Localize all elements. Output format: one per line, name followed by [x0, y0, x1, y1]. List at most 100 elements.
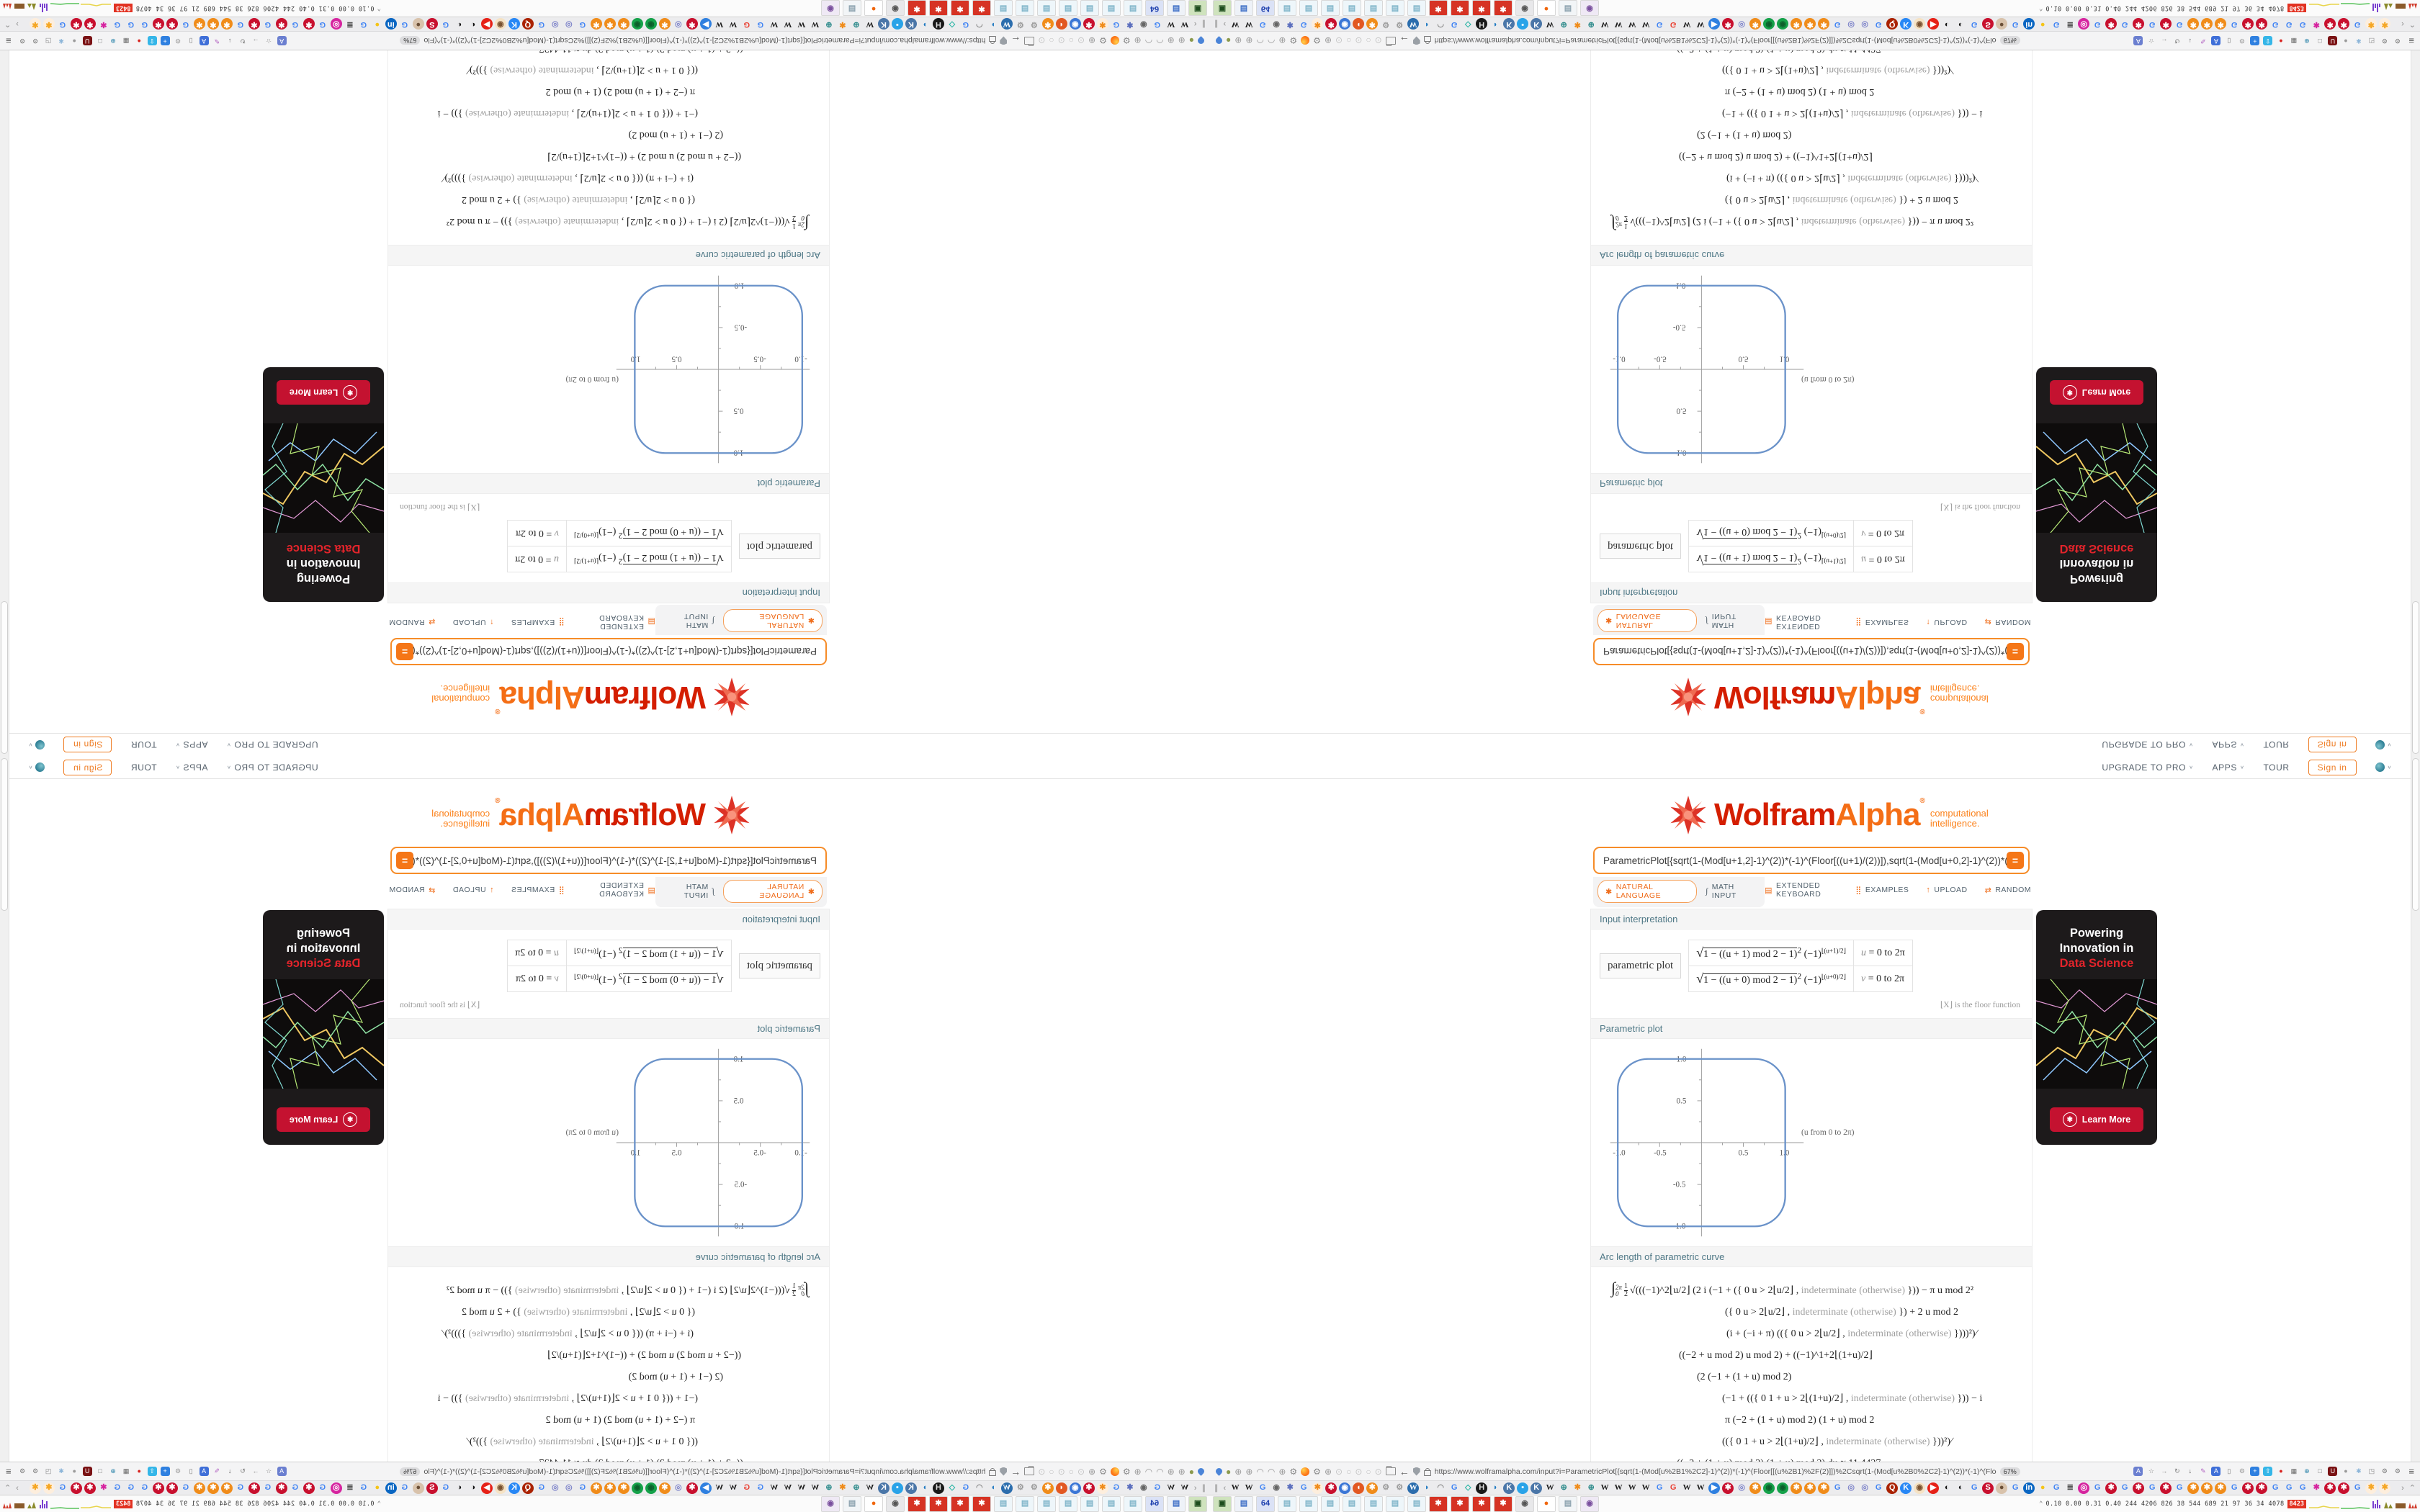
address-bar[interactable]: https://www.wolframalpha.com/input?i=Par… — [1434, 1467, 1996, 1476]
browser-tab[interactable]: G — [579, 1483, 586, 1492]
pod-header-input-interpretation[interactable]: Input interpretation — [388, 909, 829, 930]
browser-tab[interactable]: ✱ — [2187, 18, 2200, 30]
extension-icon[interactable]: ↻ — [2174, 1467, 2180, 1475]
browser-tab[interactable]: G — [1656, 1483, 1663, 1492]
browser-tab[interactable]: W — [811, 1483, 820, 1492]
toolbar-link[interactable]: ⣿ EXAMPLES — [511, 886, 565, 895]
browser-tab[interactable]: G — [757, 20, 764, 29]
navbar-icon[interactable]: ⊙ — [1355, 1466, 1363, 1477]
browser-tab[interactable]: ✱ — [207, 1482, 219, 1494]
folder-icon[interactable] — [1385, 37, 1396, 45]
browser-tab[interactable]: ✱ — [2365, 1482, 2378, 1494]
taskbar-app-button[interactable]: ▤ — [1407, 0, 1426, 17]
extension-icon[interactable]: ⚙ — [175, 37, 182, 45]
browser-tab[interactable]: G — [1670, 20, 1677, 29]
taskbar-app-button[interactable]: ✱ — [908, 0, 926, 17]
browser-tab[interactable]: G — [141, 1483, 148, 1492]
browser-tab[interactable]: ✱ — [220, 18, 233, 30]
navbar-icon[interactable]: ● — [1188, 35, 1194, 46]
taskbar-app-button[interactable]: ◉ — [886, 0, 905, 17]
extension-icon[interactable]: ⚙ — [2238, 1467, 2245, 1475]
browser-tab[interactable]: ◉ — [645, 1482, 657, 1494]
browser-tab[interactable]: ✱ — [248, 18, 260, 30]
browser-tab[interactable]: ✱ — [2160, 18, 2172, 30]
page-scrollbar[interactable] — [0, 756, 9, 1462]
browser-tab[interactable]: ✱ — [2313, 1483, 2320, 1492]
browser-tab[interactable]: ◉ — [1339, 1482, 1351, 1494]
browser-tab[interactable]: ✱ — [193, 1482, 205, 1494]
browser-tab[interactable]: ◎ — [1847, 20, 1855, 29]
taskbar-app-button[interactable]: ◉ — [1580, 1495, 1599, 1512]
browser-tab[interactable]: ✱ — [70, 1482, 82, 1494]
browser-tab[interactable]: ✱ — [1818, 1482, 1830, 1494]
taskbar-app-button[interactable]: ▤ — [1037, 1495, 1056, 1512]
browser-tab[interactable]: ◎ — [1738, 1483, 1745, 1492]
tour-link[interactable]: TOUR — [130, 762, 156, 773]
tour-link[interactable]: TOUR — [2263, 762, 2289, 773]
tray-expand-icon[interactable]: ⌃ — [2039, 4, 2043, 12]
browser-tab[interactable]: ▶ — [480, 1482, 493, 1494]
navbar-icon[interactable]: ⊕ — [1167, 35, 1175, 46]
browser-tab[interactable]: W — [866, 20, 874, 29]
navbar-icon[interactable]: ⊕ — [1324, 1466, 1332, 1477]
extension-icon[interactable]: ↻ — [240, 1467, 246, 1475]
browser-tab[interactable]: ◗ — [1424, 1483, 1430, 1492]
extension-icon[interactable]: ↻ — [240, 37, 246, 45]
taskbar-app-button[interactable]: ▤ — [1016, 0, 1034, 17]
taskbar-app-button[interactable]: ▤ — [1059, 1495, 1077, 1512]
browser-tab[interactable]: W — [1614, 20, 1623, 29]
browser-tab[interactable]: ✱ — [1574, 20, 1581, 29]
compute-button[interactable]: = — [396, 852, 413, 869]
browser-tab[interactable]: G — [1670, 1483, 1677, 1492]
navbar-icon[interactable]: ⚙ — [1313, 35, 1321, 46]
browser-tab[interactable]: G — [141, 20, 148, 29]
browser-tab[interactable]: ✱ — [1366, 1482, 1379, 1494]
browser-tab[interactable]: ◇ — [1464, 20, 1471, 29]
browser-tab[interactable]: ⚙ — [1016, 1483, 1024, 1492]
browser-tab[interactable]: ✱ — [1286, 20, 1294, 29]
browser-tab[interactable]: ✱ — [275, 18, 287, 30]
extension-icon[interactable]: + — [160, 1467, 170, 1476]
browser-tab[interactable]: W — [1180, 20, 1189, 29]
browser-tab[interactable]: ● — [412, 18, 424, 30]
browser-tab[interactable]: ◐ — [457, 1483, 462, 1492]
browser-tab[interactable]: G — [319, 1483, 326, 1492]
sign-in-button[interactable]: Sign in — [2308, 737, 2357, 753]
learn-more-button[interactable]: ✱ Learn More — [2050, 380, 2143, 405]
browser-tab[interactable]: G — [2299, 1483, 2306, 1492]
navbar-icon[interactable]: ◠ — [1144, 35, 1153, 46]
browser-tab[interactable]: G — [757, 1483, 764, 1492]
browser-tab[interactable]: ◉ — [645, 18, 657, 30]
navbar-icon[interactable]: ⊙ — [1335, 1466, 1343, 1477]
language-selector[interactable]: ∨ — [28, 762, 45, 772]
taskbar-app-button[interactable]: ▤ — [1278, 1495, 1296, 1512]
menu-burger-icon[interactable]: ≡ — [2408, 35, 2414, 46]
browser-tab[interactable]: G — [360, 20, 367, 29]
browser-tab[interactable]: ✱ — [302, 18, 315, 30]
query-input[interactable]: ParametricPlot[{sqrt(1-(Mod[u+1,2]-1)^(2… — [1593, 638, 2030, 665]
extension-icon[interactable]: ⊕ — [2304, 1467, 2310, 1475]
apps-link[interactable]: APPS ∨ — [176, 762, 208, 773]
navbar-icon[interactable] — [1196, 36, 1206, 45]
taskbar-app-button[interactable]: ✱ — [1451, 1495, 1469, 1512]
browser-tab[interactable]: ◎ — [1847, 1483, 1855, 1492]
browser-tab[interactable]: W — [797, 1483, 806, 1492]
taskbar-app-button[interactable]: ✱ — [1472, 1495, 1491, 1512]
browser-tab[interactable]: ✱ — [302, 1482, 315, 1494]
browser-tab[interactable]: ◗ — [990, 20, 996, 29]
extension-icon[interactable]: ▯ — [189, 1467, 193, 1475]
toolbar-link[interactable]: ⣿ EXAMPLES — [1855, 618, 1909, 627]
navbar-icon[interactable]: ⊙ — [1038, 35, 1046, 46]
taskbar-app-button[interactable]: ▤ — [1321, 0, 1340, 17]
tab-scroll-right-icon[interactable]: › — [16, 19, 19, 29]
browser-tab[interactable]: ✱ — [220, 1482, 233, 1494]
taskbar-app-button[interactable]: ◉ — [1580, 0, 1599, 17]
browser-tab[interactable]: ◖ — [1353, 1482, 1365, 1494]
browser-tab[interactable]: ◎ — [552, 20, 559, 29]
folder-icon[interactable] — [1385, 1466, 1396, 1475]
browser-tab[interactable]: ◗ — [922, 1483, 928, 1492]
browser-tab[interactable]: ✱ — [2256, 1482, 2268, 1494]
browser-tab[interactable]: ✱ — [1041, 18, 1054, 30]
scrollbar-thumb[interactable] — [2412, 758, 2419, 911]
browser-tab[interactable]: G — [1875, 1483, 1882, 1492]
